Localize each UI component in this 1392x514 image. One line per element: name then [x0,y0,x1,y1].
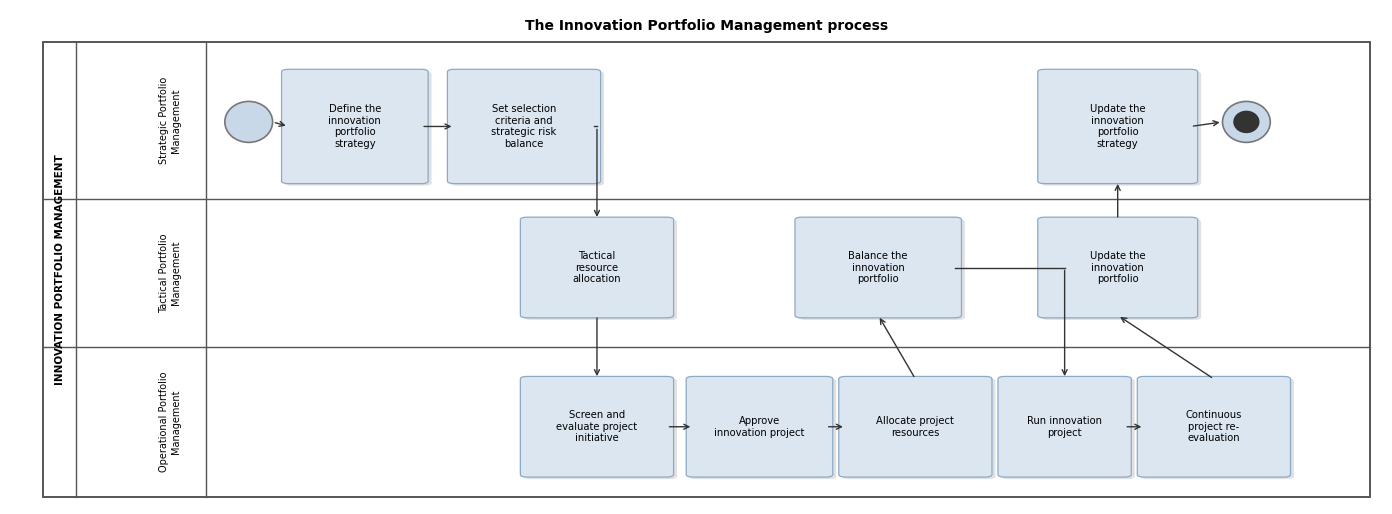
Text: Run innovation
project: Run innovation project [1027,416,1102,437]
Text: Balance the
innovation
portfolio: Balance the innovation portfolio [849,251,908,284]
FancyBboxPatch shape [521,217,674,318]
FancyBboxPatch shape [521,376,674,477]
FancyBboxPatch shape [1038,69,1197,183]
Text: Update the
innovation
portfolio
strategy: Update the innovation portfolio strategy [1090,104,1146,149]
FancyBboxPatch shape [451,71,604,186]
Ellipse shape [1222,101,1271,142]
FancyBboxPatch shape [281,69,429,183]
Text: INNOVATION PORTFOLIO MANAGEMENT: INNOVATION PORTFOLIO MANAGEMENT [54,154,64,385]
FancyBboxPatch shape [686,376,832,477]
Text: Approve
innovation project: Approve innovation project [714,416,805,437]
Ellipse shape [1233,111,1260,133]
Text: Screen and
evaluate project
initiative: Screen and evaluate project initiative [557,410,638,444]
FancyBboxPatch shape [799,219,965,320]
Bar [43,42,1370,497]
FancyBboxPatch shape [1038,217,1197,318]
Text: Allocate project
resources: Allocate project resources [877,416,955,437]
Text: Operational Portfolio
Management: Operational Portfolio Management [159,372,181,472]
FancyBboxPatch shape [1001,378,1134,479]
FancyBboxPatch shape [1041,71,1201,186]
FancyBboxPatch shape [523,378,677,479]
Text: Update the
innovation
portfolio: Update the innovation portfolio [1090,251,1146,284]
Text: Tactical Portfolio
Management: Tactical Portfolio Management [159,233,181,313]
FancyBboxPatch shape [523,219,677,320]
Text: Continuous
project re-
evaluation: Continuous project re- evaluation [1186,410,1242,444]
FancyBboxPatch shape [795,217,962,318]
Text: Set selection
criteria and
strategic risk
balance: Set selection criteria and strategic ris… [491,104,557,149]
Text: Strategic Portfolio
Management: Strategic Portfolio Management [159,77,181,164]
Bar [43,42,1370,497]
FancyBboxPatch shape [1041,219,1201,320]
FancyBboxPatch shape [447,69,600,183]
FancyBboxPatch shape [839,376,992,477]
FancyBboxPatch shape [842,378,995,479]
Text: Tactical
resource
allocation: Tactical resource allocation [572,251,621,284]
FancyBboxPatch shape [1141,378,1295,479]
FancyBboxPatch shape [285,71,432,186]
FancyBboxPatch shape [689,378,837,479]
FancyBboxPatch shape [998,376,1132,477]
Ellipse shape [226,101,273,142]
Text: Define the
innovation
portfolio
strategy: Define the innovation portfolio strategy [329,104,381,149]
FancyBboxPatch shape [1137,376,1290,477]
Text: The Innovation Portfolio Management process: The Innovation Portfolio Management proc… [525,20,888,33]
